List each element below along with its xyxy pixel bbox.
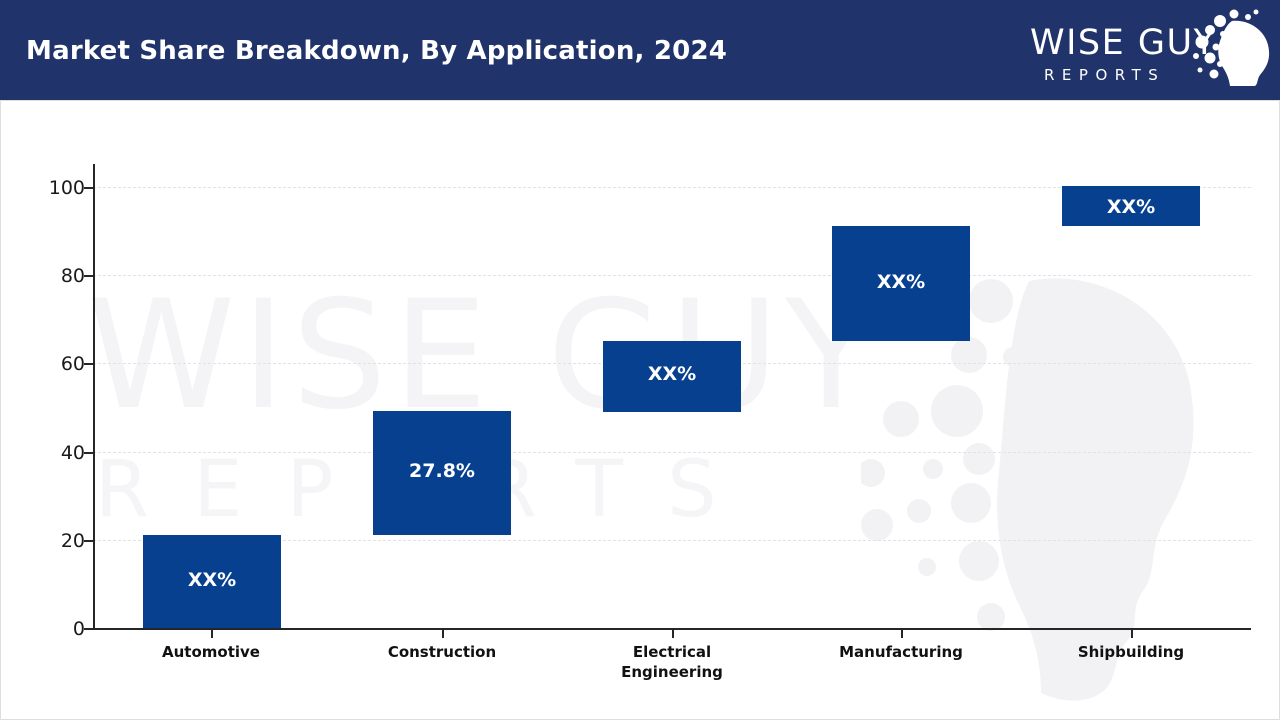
bar-construction[interactable]	[373, 411, 511, 535]
page-title: Market Share Breakdown, By Application, …	[26, 36, 728, 66]
y-tick-label-0: 0	[72, 618, 85, 640]
bar-automotive[interactable]	[143, 535, 281, 628]
plot-area: XX% 27.8% XX% XX% XX% 0 20 40 6	[1, 101, 1279, 719]
x-tick-mark-manufacturing	[901, 630, 903, 638]
page-header: Market Share Breakdown, By Application, …	[0, 0, 1280, 100]
x-tick-label-automotive-line1: Automotive	[162, 643, 260, 661]
y-tick-mark-60	[84, 363, 94, 365]
y-tick-mark-0	[84, 628, 94, 630]
x-tick-mark-electrical-engineering	[672, 630, 674, 638]
bar-manufacturing[interactable]	[832, 226, 970, 341]
x-tick-label-manufacturing-line1: Manufacturing	[839, 643, 963, 661]
gridline-100	[93, 187, 1251, 188]
y-tick-mark-100	[84, 187, 94, 189]
gridline-20	[93, 540, 1251, 541]
svg-text:WISE GUY: WISE GUY	[1030, 23, 1217, 63]
y-tick-label-40: 40	[60, 442, 85, 464]
wise-guy-reports-logo: WISE GUY REPORTS	[1024, 8, 1272, 92]
y-tick-label-60: 60	[60, 353, 85, 375]
x-tick-label-manufacturing: Manufacturing	[801, 643, 1001, 663]
x-tick-label-electrical-engineering: Electrical Engineering	[572, 643, 772, 683]
chart-frame: WISE GUY REPORTS	[0, 100, 1280, 720]
y-tick-label-100: 100	[48, 177, 85, 199]
y-tick-mark-20	[84, 540, 94, 542]
x-tick-mark-shipbuilding	[1131, 630, 1133, 638]
y-tick-mark-40	[84, 452, 94, 454]
y-tick-label-20: 20	[60, 530, 85, 552]
gridline-40	[93, 452, 1251, 453]
x-tick-label-shipbuilding-line1: Shipbuilding	[1077, 643, 1185, 661]
x-tick-label-electrical-engineering-line1: Electrical	[632, 643, 712, 661]
x-tick-label-shipbuilding: Shipbuilding	[1031, 643, 1231, 663]
svg-text:REPORTS: REPORTS	[1044, 66, 1165, 84]
x-tick-label-electrical-engineering-line2: Engineering	[621, 662, 723, 681]
x-axis-spine	[93, 628, 1251, 630]
x-tick-mark-construction	[442, 630, 444, 638]
y-tick-mark-80	[84, 275, 94, 277]
x-tick-label-construction: Construction	[342, 643, 542, 663]
bar-electrical-engineering[interactable]	[603, 341, 741, 412]
y-axis-spine	[93, 164, 95, 630]
x-tick-label-construction-line1: Construction	[387, 643, 497, 661]
x-tick-mark-automotive	[211, 630, 213, 638]
bar-shipbuilding[interactable]	[1062, 186, 1200, 226]
x-tick-label-automotive: Automotive	[111, 643, 311, 663]
gridline-80	[93, 275, 1251, 276]
y-tick-label-80: 80	[60, 265, 85, 287]
